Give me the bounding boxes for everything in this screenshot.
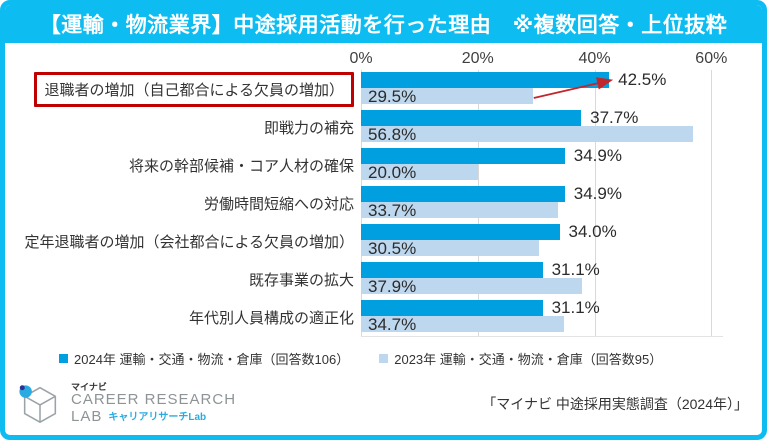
- value-label-2023: 34.7%: [368, 315, 417, 334]
- value-label-2023: 30.5%: [368, 239, 417, 258]
- x-axis-tick: 60%: [695, 50, 728, 67]
- bar-chart: 0% 20% 40% 60% 退職者の増加（自己都合による欠員の増加） 即戦力の補充将来…: [15, 46, 762, 368]
- bar-2024: [361, 224, 560, 240]
- bar-2024: [361, 262, 543, 278]
- bar-2023: [361, 202, 558, 218]
- page-title: 【運輸・物流業界】中途採用活動を行った理由 ※複数回答・上位抜粋: [39, 14, 728, 37]
- value-label-2024: 31.1%: [551, 260, 600, 279]
- category-label-text: 労働時間短縮への対応: [203, 195, 354, 213]
- trend-arrow-icon: [533, 77, 614, 99]
- value-label-2024: 34.9%: [573, 146, 622, 165]
- bar-row: 31.1% 34.7%: [361, 298, 723, 336]
- logo-line2: LAB キャリアリサーチLab: [71, 407, 236, 426]
- category-label: 既存事業の拡大: [15, 260, 361, 298]
- bar-2024: [361, 300, 543, 316]
- bar-row: 34.0% 30.5%: [361, 222, 723, 260]
- bar-2024: [361, 72, 610, 88]
- value-label-2023: 56.8%: [368, 125, 417, 144]
- logo-line1: CAREER RESEARCH: [71, 391, 237, 409]
- legend-label: 2024年 運輸・交通・物流・倉庫（回答数106）: [74, 352, 350, 367]
- bar-2023: [361, 316, 564, 332]
- x-axis-tick: 40%: [578, 50, 611, 67]
- bars-plot: 42.5% 29.5% 37.7% 56.8% 34.9% 20.0% 34.9% 33.7%…: [361, 70, 723, 337]
- category-label-text: 年代別人員構成の適正化: [188, 309, 354, 327]
- bar-2023: [361, 278, 583, 294]
- bar-2023: [361, 88, 534, 104]
- bar-row: 31.1% 37.9%: [361, 260, 723, 298]
- legend: 2024年 運輸・交通・物流・倉庫（回答数106） 2023年 運輸・交通・物流・…: [59, 349, 762, 368]
- logo-brand-small: マイナビ: [71, 381, 107, 392]
- bar-2023: [361, 126, 693, 142]
- category-label-text: 即戦力の補充: [263, 119, 354, 137]
- bar-2024: [361, 148, 565, 164]
- x-axis-tick: 20%: [461, 50, 494, 67]
- bar-row: 34.9% 20.0%: [361, 146, 723, 184]
- x-axis-tick: 0%: [349, 50, 373, 67]
- x-axis: 0% 20% 40% 60%: [15, 46, 762, 70]
- value-label-2024: 37.7%: [590, 108, 639, 127]
- bar-row: 34.9% 33.7%: [361, 184, 723, 222]
- footer: マイナビ CAREER RESEARCH LAB キャリアリサーチLab 「マイ…: [17, 379, 748, 429]
- category-label-text: 将来の幹部候補・コア人材の確保: [128, 157, 354, 175]
- logo-lab-text: LAB: [71, 407, 103, 425]
- logo-text: マイナビ CAREER RESEARCH LAB キャリアリサーチLab: [71, 381, 237, 426]
- highlight-box: 退職者の増加（自己都合による欠員の増加）: [34, 71, 354, 107]
- value-label-2023: 20.0%: [368, 163, 417, 182]
- bar-2024: [361, 186, 565, 202]
- category-label-text: 定年退職者の増加（会社都合による欠員の増加）: [24, 233, 354, 251]
- value-label-2024: 42.5%: [618, 70, 667, 89]
- value-label-2023: 29.5%: [368, 87, 417, 106]
- category-label: 年代別人員構成の適正化: [15, 298, 361, 336]
- logo-cube-icon: [19, 385, 57, 423]
- source-citation: 「マイナビ 中途採用実態調査（2024年）」: [482, 396, 748, 412]
- category-label: 退職者の増加（自己都合による欠員の増加）: [15, 70, 361, 108]
- legend-label: 2023年 運輸・交通・物流・倉庫（回答数95）: [394, 352, 663, 367]
- legend-swatch: [59, 354, 68, 363]
- category-label: 労働時間短縮への対応: [15, 184, 361, 222]
- value-label-2023: 33.7%: [368, 201, 417, 220]
- value-label-2024: 34.0%: [568, 222, 617, 241]
- legend-swatch: [379, 354, 389, 363]
- bar-2023: [361, 164, 478, 180]
- logo-jp-subtitle: キャリアリサーチLab: [108, 411, 207, 423]
- legend-item-2024: 2024年 運輸・交通・物流・倉庫（回答数106）: [59, 349, 349, 368]
- category-label: 即戦力の補充: [15, 108, 361, 146]
- category-label-text: 既存事業の拡大: [248, 271, 354, 289]
- gridline: [594, 70, 596, 336]
- bar-2024: [361, 110, 582, 126]
- value-label-2023: 37.9%: [368, 277, 417, 296]
- category-labels-column: 退職者の増加（自己都合による欠員の増加） 即戦力の補充将来の幹部候補・コア人材の確…: [15, 70, 361, 337]
- gridline: [711, 70, 713, 336]
- bar-row: 37.7% 56.8%: [361, 108, 723, 146]
- chart-title-bar: 【運輸・物流業界】中途採用活動を行った理由 ※複数回答・上位抜粋: [5, 5, 762, 43]
- bar-2023: [361, 240, 540, 256]
- x-axis-ticks: 0% 20% 40% 60%: [349, 46, 727, 70]
- mynavi-career-research-lab-logo: マイナビ CAREER RESEARCH LAB キャリアリサーチLab: [17, 381, 236, 427]
- legend-item-2023: 2023年 運輸・交通・物流・倉庫（回答数95）: [379, 349, 662, 368]
- value-label-2024: 34.9%: [573, 184, 622, 203]
- value-label-2024: 31.1%: [551, 298, 600, 317]
- category-label: 将来の幹部候補・コア人材の確保: [15, 146, 361, 184]
- bar-row: 42.5% 29.5%: [361, 70, 723, 108]
- axis-spacer: [15, 46, 361, 70]
- chart-plot-area: 退職者の増加（自己都合による欠員の増加） 即戦力の補充将来の幹部候補・コア人材の確…: [15, 70, 762, 337]
- category-label: 定年退職者の増加（会社都合による欠員の増加）: [15, 222, 361, 260]
